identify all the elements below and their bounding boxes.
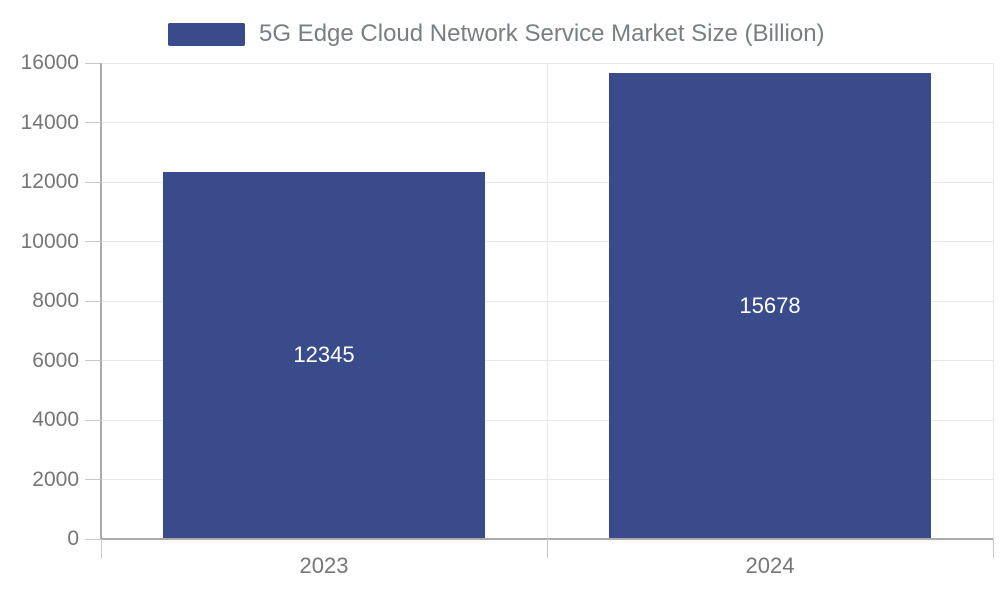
y-tick xyxy=(85,360,101,361)
y-axis-tick-label: 0 xyxy=(67,527,79,550)
y-axis-tick-label: 14000 xyxy=(20,110,79,134)
y-axis-tick-label: 8000 xyxy=(32,289,79,312)
x-tick xyxy=(100,539,102,558)
y-axis-tick-label: 4000 xyxy=(32,408,79,431)
bar-value-label: 12345 xyxy=(293,342,355,368)
y-tick xyxy=(85,62,101,64)
y-tick xyxy=(85,538,101,540)
y-tick xyxy=(85,122,101,123)
x-tick xyxy=(546,539,548,558)
y-tick xyxy=(85,181,101,183)
y-tick xyxy=(85,241,101,242)
y-tick xyxy=(85,479,101,480)
y-axis-line xyxy=(100,63,102,540)
y-axis-tick-label: 6000 xyxy=(32,348,79,372)
y-tick xyxy=(85,300,101,302)
legend-label: 5G Edge Cloud Network Service Market Siz… xyxy=(259,20,825,47)
y-tick xyxy=(85,419,101,421)
x-axis-tick-label: 2023 xyxy=(299,553,349,578)
bar-value-label: 15678 xyxy=(739,292,801,318)
y-axis-tick-label: 2000 xyxy=(32,467,79,491)
x-gridline xyxy=(546,63,548,539)
y-axis-tick-label: 16000 xyxy=(20,51,79,74)
x-axis-tick-label: 2024 xyxy=(745,553,795,578)
plot-area: 12345 15678 xyxy=(101,62,994,539)
y-axis-tick-label: 12000 xyxy=(20,170,79,193)
bar-2023[interactable] xyxy=(163,171,485,539)
bar-2024[interactable] xyxy=(609,72,931,539)
legend-swatch xyxy=(168,22,245,46)
x-tick xyxy=(992,539,994,558)
x-gridline xyxy=(992,63,994,539)
legend[interactable]: 5G Edge Cloud Network Service Market Siz… xyxy=(168,20,825,48)
y-axis-tick-label: 10000 xyxy=(20,229,79,253)
